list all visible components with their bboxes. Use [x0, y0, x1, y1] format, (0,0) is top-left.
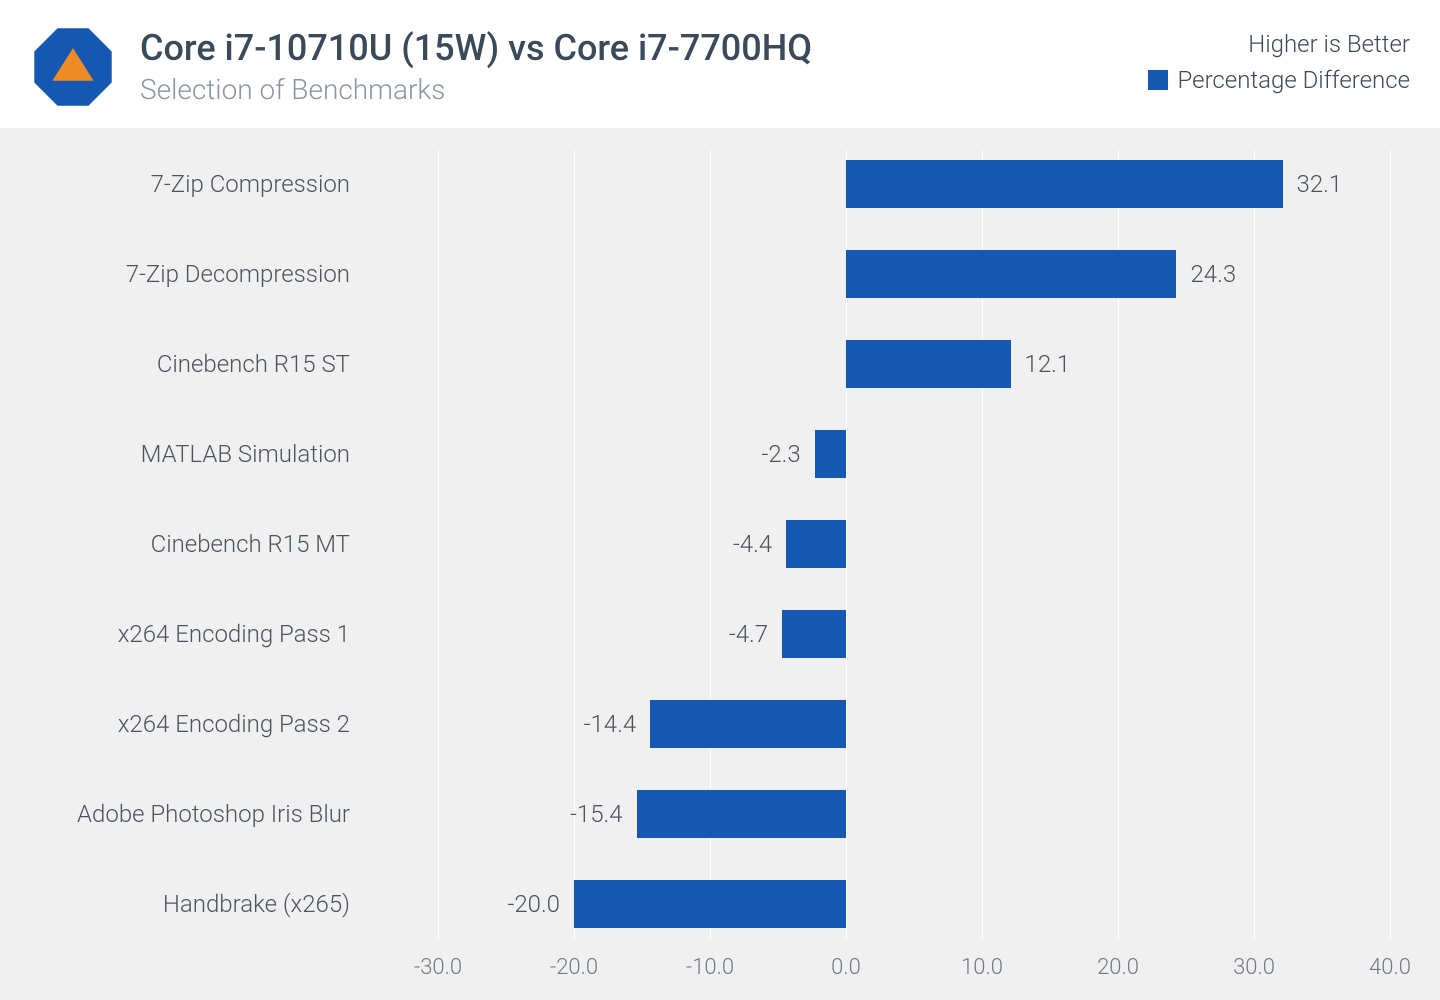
category-label: Adobe Photoshop Iris Blur: [77, 800, 370, 828]
bar-row: Cinebench R15 ST12.1: [370, 340, 1390, 388]
category-label: Cinebench R15 MT: [151, 530, 370, 558]
techspot-logo-icon: [30, 24, 116, 110]
legend-label: Percentage Difference: [1178, 66, 1410, 94]
bar-row: Cinebench R15 MT-4.4: [370, 520, 1390, 568]
category-label: 7-Zip Compression: [151, 170, 370, 198]
x-tick-label: 0.0: [831, 955, 861, 980]
category-label: 7-Zip Decompression: [126, 260, 370, 288]
chart-title: Core i7-10710U (15W) vs Core i7-7700HQ: [140, 28, 812, 69]
titles: Core i7-10710U (15W) vs Core i7-7700HQ S…: [140, 28, 812, 106]
x-tick-label: 30.0: [1233, 955, 1275, 980]
value-label: -4.4: [733, 530, 772, 558]
value-label: 32.1: [1297, 170, 1343, 198]
bar: [574, 880, 846, 928]
x-tick-label: 40.0: [1369, 955, 1411, 980]
bar-row: x264 Encoding Pass 1-4.7: [370, 610, 1390, 658]
header-left: Core i7-10710U (15W) vs Core i7-7700HQ S…: [30, 24, 812, 110]
benchmark-chart: Core i7-10710U (15W) vs Core i7-7700HQ S…: [0, 0, 1440, 1000]
category-label: MATLAB Simulation: [141, 440, 370, 468]
bar: [786, 520, 846, 568]
header-right: Higher is Better Percentage Difference: [1148, 24, 1410, 94]
gridline: [1390, 150, 1391, 940]
bar: [846, 340, 1011, 388]
category-label: x264 Encoding Pass 1: [118, 620, 370, 648]
bar: [782, 610, 846, 658]
value-label: -14.4: [584, 710, 637, 738]
plot-inner: -30.0-20.0-10.00.010.020.030.040.07-Zip …: [370, 150, 1390, 940]
hint-text: Higher is Better: [1148, 30, 1410, 58]
x-tick-label: -10.0: [686, 955, 734, 980]
value-label: -2.3: [761, 440, 800, 468]
bar-row: 7-Zip Compression32.1: [370, 160, 1390, 208]
bar: [846, 160, 1283, 208]
bar-row: Adobe Photoshop Iris Blur-15.4: [370, 790, 1390, 838]
value-label: -4.7: [729, 620, 768, 648]
legend-swatch: [1148, 70, 1168, 90]
bar-row: x264 Encoding Pass 2-14.4: [370, 700, 1390, 748]
chart-subtitle: Selection of Benchmarks: [140, 73, 812, 106]
legend: Percentage Difference: [1148, 66, 1410, 94]
bar: [815, 430, 846, 478]
value-label: 24.3: [1190, 260, 1236, 288]
value-label: 12.1: [1025, 350, 1071, 378]
bar: [846, 250, 1176, 298]
value-label: -20.0: [507, 890, 560, 918]
x-tick-label: -30.0: [414, 955, 462, 980]
category-label: Handbrake (x265): [163, 890, 370, 918]
x-tick-label: -20.0: [550, 955, 598, 980]
x-tick-label: 10.0: [961, 955, 1003, 980]
chart-header: Core i7-10710U (15W) vs Core i7-7700HQ S…: [0, 0, 1440, 130]
bar: [637, 790, 846, 838]
bar-row: MATLAB Simulation-2.3: [370, 430, 1390, 478]
bar-row: 7-Zip Decompression24.3: [370, 250, 1390, 298]
bar-row: Handbrake (x265)-20.0: [370, 880, 1390, 928]
x-tick-label: 20.0: [1097, 955, 1139, 980]
plot-area: -30.0 -20.0 -10.0 0.0 10.0 20.0 30.0 40.0 7-Zip …: [0, 130, 1440, 1000]
value-label: -15.4: [570, 800, 623, 828]
category-label: x264 Encoding Pass 2: [118, 710, 370, 738]
category-label: Cinebench R15 ST: [157, 350, 370, 378]
bar: [650, 700, 846, 748]
